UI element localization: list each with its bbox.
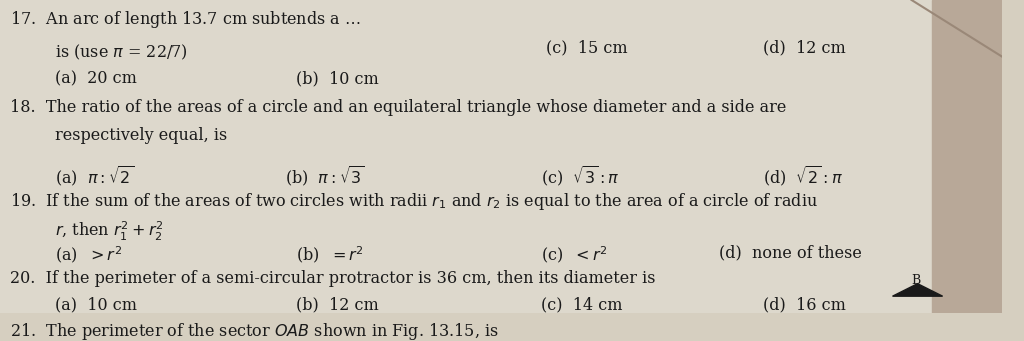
FancyBboxPatch shape: [0, 0, 932, 313]
Text: respectively equal, is: respectively equal, is: [55, 127, 227, 144]
Polygon shape: [893, 284, 943, 296]
Text: (c)  $\sqrt{3} : \pi$: (c) $\sqrt{3} : \pi$: [541, 165, 620, 189]
Text: (c)  15 cm: (c) 15 cm: [546, 39, 628, 56]
Text: (b)  12 cm: (b) 12 cm: [296, 296, 378, 313]
Text: 21.  The perimeter of the sector $OAB$ shown in Fig. 13.15, is: 21. The perimeter of the sector $OAB$ sh…: [10, 321, 499, 341]
Text: (c)  14 cm: (c) 14 cm: [541, 296, 623, 313]
Text: (d)  none of these: (d) none of these: [719, 244, 862, 262]
Text: (a)  10 cm: (a) 10 cm: [55, 296, 137, 313]
Text: (d)  16 cm: (d) 16 cm: [763, 296, 846, 313]
Text: is (use $\pi$ = 22/7): is (use $\pi$ = 22/7): [55, 42, 187, 62]
Text: (d)  12 cm: (d) 12 cm: [763, 39, 846, 56]
Text: (a)  20 cm: (a) 20 cm: [55, 71, 137, 88]
Text: 17.  An arc of length 13.7 cm subtends a $\ldots$: 17. An arc of length 13.7 cm subtends a …: [10, 10, 360, 30]
Text: $r$, then $r_1^2 + r_2^2$: $r$, then $r_1^2 + r_2^2$: [55, 219, 164, 242]
Text: (a)  $> r^2$: (a) $> r^2$: [55, 244, 122, 265]
Text: 20.  If the perimeter of a semi-circular protractor is 36 cm, then its diameter : 20. If the perimeter of a semi-circular …: [10, 269, 655, 286]
Text: (d)  $\sqrt{2} : \pi$: (d) $\sqrt{2} : \pi$: [763, 165, 844, 189]
Text: (b)  $= r^2$: (b) $= r^2$: [296, 244, 364, 265]
Text: (b)  10 cm: (b) 10 cm: [296, 71, 378, 88]
Text: (a)  $\pi : \sqrt{2}$: (a) $\pi : \sqrt{2}$: [55, 165, 134, 189]
Text: B: B: [911, 274, 921, 287]
Text: 19.  If the sum of the areas of two circles with radii $r_1$ and $r_2$ is equal : 19. If the sum of the areas of two circl…: [10, 191, 818, 212]
Text: 18.  The ratio of the areas of a circle and an equilateral triangle whose diamet: 18. The ratio of the areas of a circle a…: [10, 99, 786, 116]
Polygon shape: [932, 0, 1001, 313]
Text: (b)  $\pi : \sqrt{3}$: (b) $\pi : \sqrt{3}$: [286, 165, 366, 189]
Text: (c)  $< r^2$: (c) $< r^2$: [541, 244, 607, 265]
